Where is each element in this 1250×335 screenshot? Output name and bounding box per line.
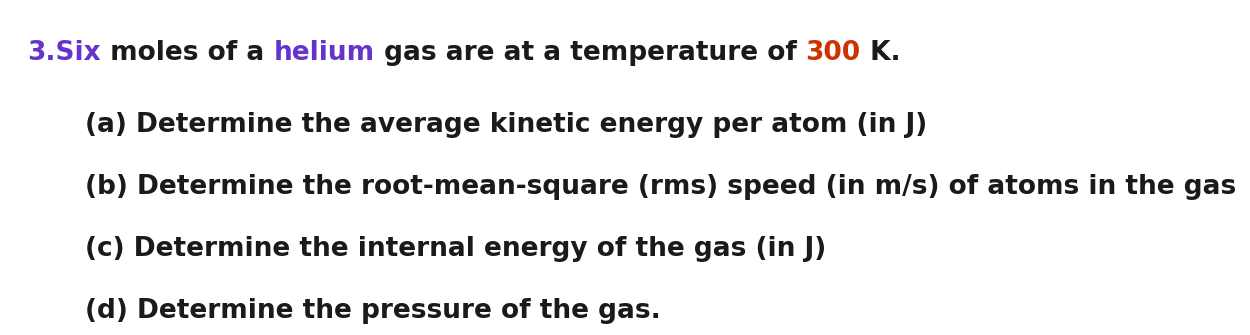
- Text: helium: helium: [274, 40, 375, 66]
- Text: (a) Determine the average kinetic energy per atom (in J): (a) Determine the average kinetic energy…: [85, 112, 927, 138]
- Text: 3.Six: 3.Six: [28, 40, 101, 66]
- Text: (d) Determine the pressure of the gas.: (d) Determine the pressure of the gas.: [85, 298, 661, 324]
- Text: K.: K.: [861, 40, 900, 66]
- Text: (c) Determine the internal energy of the gas (in J): (c) Determine the internal energy of the…: [85, 236, 826, 262]
- Text: gas are at a temperature of: gas are at a temperature of: [375, 40, 806, 66]
- Text: 300: 300: [806, 40, 861, 66]
- Text: moles of a: moles of a: [101, 40, 274, 66]
- Text: (b) Determine the root-mean-square (rms) speed (in m/s) of atoms in the gas: (b) Determine the root-mean-square (rms)…: [85, 174, 1236, 200]
